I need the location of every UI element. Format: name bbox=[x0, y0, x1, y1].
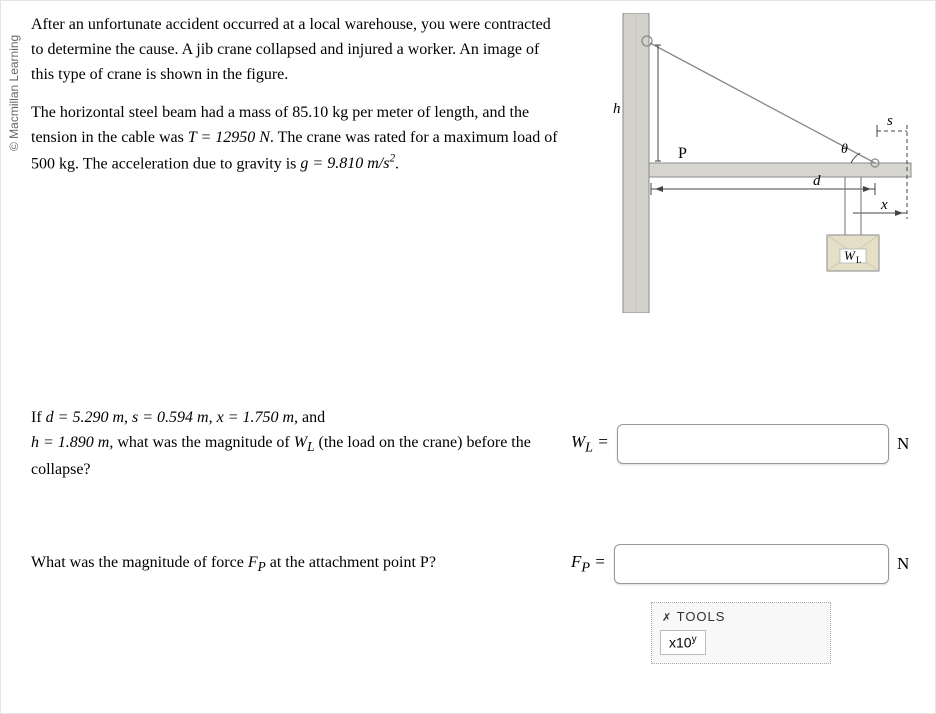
intro-paragraph: After an unfortunate accident occurred a… bbox=[31, 13, 565, 87]
copyright-text: © Macmillan Learning bbox=[7, 35, 21, 151]
sci-notation-button[interactable]: x10y bbox=[660, 630, 706, 655]
fp-sub: P bbox=[581, 560, 590, 576]
svg-text:θ: θ bbox=[841, 142, 848, 157]
tools-header: ✗ TOOLS bbox=[652, 603, 830, 628]
q1-WL: W bbox=[294, 434, 307, 451]
sci-sup: y bbox=[692, 634, 697, 645]
svg-text:x: x bbox=[880, 197, 888, 213]
wl-sub: L bbox=[585, 439, 593, 455]
q1-h: h = 1.890 m bbox=[31, 434, 109, 451]
problem-content: After an unfortunate accident occurred a… bbox=[1, 1, 935, 676]
wl-pre: W bbox=[571, 432, 585, 451]
q1-mid: , what was the magnitude of bbox=[109, 434, 293, 451]
answer-area-2: FP = N bbox=[571, 544, 913, 584]
answer-area-1: WL = N bbox=[571, 424, 913, 464]
tools-label: TOOLS bbox=[677, 609, 726, 624]
wl-eq: = bbox=[593, 432, 609, 451]
data-paragraph: The horizontal steel beam had a mass of … bbox=[31, 101, 565, 177]
fp-input[interactable] bbox=[614, 544, 889, 584]
fp-pre: F bbox=[571, 552, 581, 571]
p2-g: g = 9.810 m/s bbox=[300, 155, 389, 172]
q2-post: at the attachment point P? bbox=[266, 554, 436, 571]
p2-T: T = 12950 N bbox=[188, 129, 270, 146]
q2-FPsub: P bbox=[258, 559, 266, 574]
tools-panel: ✗ TOOLS x10y bbox=[651, 602, 831, 664]
q2-pre: What was the magnitude of force bbox=[31, 554, 248, 571]
question-2: What was the magnitude of force FP at th… bbox=[31, 544, 913, 584]
problem-statement: After an unfortunate accident occurred a… bbox=[31, 13, 565, 318]
q1-and: and bbox=[298, 409, 325, 426]
q1-text: If d = 5.290 m, s = 0.594 m, x = 1.750 m… bbox=[31, 406, 571, 482]
p2-end: . bbox=[395, 155, 399, 172]
sci-pre: x10 bbox=[669, 635, 692, 651]
svg-text:d: d bbox=[813, 173, 821, 189]
fp-label: FP = bbox=[571, 552, 606, 576]
svg-text:L: L bbox=[856, 255, 862, 265]
svg-text:s: s bbox=[887, 113, 893, 129]
svg-text:P: P bbox=[678, 145, 687, 162]
wl-unit: N bbox=[897, 434, 913, 454]
fp-unit: N bbox=[897, 554, 913, 574]
q2-FP: F bbox=[248, 554, 258, 571]
crane-diagram: θ h P d s bbox=[583, 13, 913, 318]
q1-vals: d = 5.290 m, s = 0.594 m, x = 1.750 m, bbox=[46, 409, 298, 426]
q2-text: What was the magnitude of force FP at th… bbox=[31, 551, 571, 578]
question-1: If d = 5.290 m, s = 0.594 m, x = 1.750 m… bbox=[31, 406, 913, 482]
q1-pre: If bbox=[31, 409, 46, 426]
wl-label: WL = bbox=[571, 432, 609, 456]
wl-input[interactable] bbox=[617, 424, 889, 464]
svg-text:W: W bbox=[844, 248, 856, 263]
svg-text:h: h bbox=[613, 101, 621, 117]
fp-eq: = bbox=[590, 552, 606, 571]
q1-WLsub: L bbox=[307, 439, 314, 454]
